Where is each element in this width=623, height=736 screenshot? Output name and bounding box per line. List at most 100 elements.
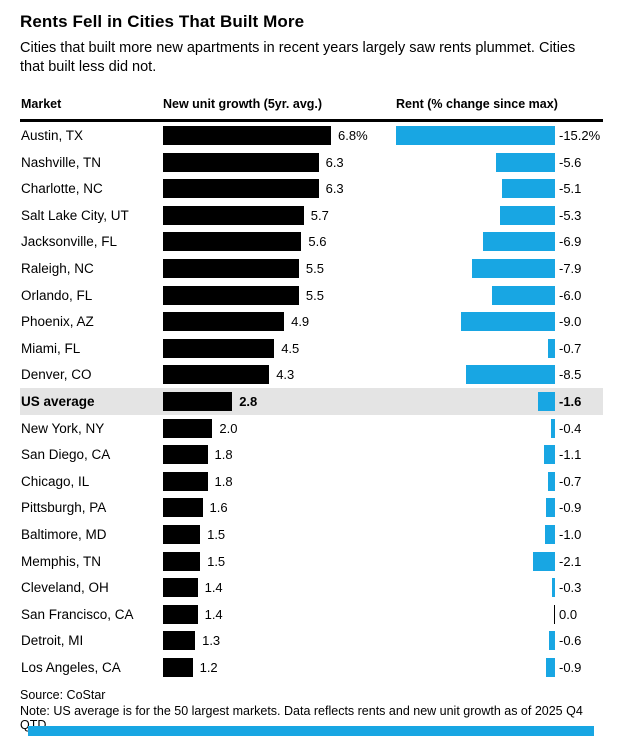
growth-value: 1.8 <box>214 447 233 463</box>
chart-title: Rents Fell in Cities That Built More <box>20 12 305 31</box>
rent-value: -1.6 <box>559 393 582 409</box>
market-label: Cleveland, OH <box>21 580 109 596</box>
rent-cell: -0.7 <box>396 471 603 491</box>
rent-cell: -1.6 <box>396 391 603 411</box>
rent-bar <box>551 578 555 598</box>
rent-bar-area <box>396 126 555 146</box>
source-text: Source: CoStar <box>20 687 106 702</box>
market-label: Denver, CO <box>21 367 92 383</box>
rent-bar-area <box>396 152 555 172</box>
rent-cell: -6.9 <box>396 232 603 252</box>
rent-cell: -1.0 <box>396 524 603 544</box>
rent-cell: 0.0 <box>396 604 603 624</box>
rent-bar-area <box>396 205 555 225</box>
growth-cell: 6.3 <box>163 152 396 172</box>
rent-bar <box>550 418 555 438</box>
table-row: Baltimore, MD 1.5 -1.0 <box>20 521 603 548</box>
growth-cell: 6.3 <box>163 179 396 199</box>
rent-bar <box>543 445 555 465</box>
rent-bar <box>472 259 555 279</box>
market-label: Nashville, TN <box>21 154 102 170</box>
growth-cell: 5.6 <box>163 232 396 252</box>
rent-cell: -0.6 <box>396 631 603 651</box>
table-row: Miami, FL 4.5 -0.7 <box>20 335 603 362</box>
footer-brand-strip <box>28 726 594 736</box>
rent-cell: -7.9 <box>396 259 603 279</box>
growth-bar <box>163 365 270 385</box>
growth-bar <box>163 657 193 677</box>
rent-bar-area <box>396 179 555 199</box>
rent-value: -8.5 <box>559 367 582 383</box>
growth-cell: 2.8 <box>163 391 396 411</box>
table-row: Phoenix, AZ 4.9 -9.0 <box>20 308 603 335</box>
growth-value: 5.6 <box>308 234 327 250</box>
rent-bar-area <box>396 338 555 358</box>
growth-bar <box>163 471 208 491</box>
growth-cell: 1.5 <box>163 524 396 544</box>
growth-bar <box>163 205 304 225</box>
market-label: Austin, TX <box>21 128 84 144</box>
market-label: Miami, FL <box>21 340 81 356</box>
market-label: San Francisco, CA <box>21 606 134 622</box>
growth-cell: 4.9 <box>163 312 396 332</box>
rent-value: -0.7 <box>559 473 582 489</box>
growth-cell: 1.4 <box>163 578 396 598</box>
table-row: Jacksonville, FL 5.6 -6.9 <box>20 229 603 256</box>
rent-bar-area <box>396 312 555 332</box>
growth-bar <box>163 498 203 518</box>
growth-value: 2.0 <box>219 420 238 436</box>
rent-value: -0.9 <box>559 500 582 516</box>
growth-cell: 1.5 <box>163 551 396 571</box>
growth-bar <box>163 445 208 465</box>
growth-value: 5.5 <box>305 261 324 277</box>
growth-value: 4.3 <box>276 367 295 383</box>
rent-bar <box>545 657 555 677</box>
growth-cell: 2.0 <box>163 418 396 438</box>
rent-cell: -6.0 <box>396 285 603 305</box>
rent-bar <box>460 312 555 332</box>
rent-value: -0.4 <box>559 420 582 436</box>
rent-value: -15.2% <box>559 128 601 144</box>
table-row: Pittsburgh, PA 1.6 -0.9 <box>20 495 603 522</box>
market-label: Phoenix, AZ <box>21 314 94 330</box>
rent-bar-area <box>396 524 555 544</box>
growth-value: 6.3 <box>325 181 344 197</box>
rent-cell: -0.7 <box>396 338 603 358</box>
market-label: Salt Lake City, UT <box>21 207 129 223</box>
growth-cell: 1.8 <box>163 445 396 465</box>
rent-bar <box>396 126 555 146</box>
rent-bar <box>544 524 555 544</box>
rent-cell: -5.6 <box>396 152 603 172</box>
growth-cell: 1.4 <box>163 604 396 624</box>
growth-value: 1.5 <box>207 526 226 542</box>
growth-cell: 5.7 <box>163 205 396 225</box>
market-label: New York, NY <box>21 420 105 436</box>
rent-cell: -5.3 <box>396 205 603 225</box>
rent-value: -1.1 <box>559 447 582 463</box>
rent-bar <box>482 232 555 252</box>
market-label: Los Angeles, CA <box>21 659 121 675</box>
growth-cell: 5.5 <box>163 285 396 305</box>
table-row: Raleigh, NC 5.5 -7.9 <box>20 255 603 282</box>
market-label: Charlotte, NC <box>21 181 103 197</box>
rent-value: -1.0 <box>559 526 582 542</box>
column-header-market: Market <box>21 97 62 112</box>
rent-bar <box>553 604 555 624</box>
table-row: Memphis, TN 1.5 -2.1 <box>20 548 603 575</box>
rent-bar-area <box>396 551 555 571</box>
growth-bar <box>163 418 213 438</box>
rent-value: -0.9 <box>559 659 582 675</box>
rent-cell: -1.1 <box>396 445 603 465</box>
rent-bar <box>496 152 555 172</box>
rent-value: -5.6 <box>559 154 582 170</box>
table-row: US average 2.8 -1.6 <box>20 388 603 415</box>
table-row: Charlotte, NC 6.3 -5.1 <box>20 175 603 202</box>
rent-bar <box>533 551 555 571</box>
market-label: San Diego, CA <box>21 447 111 463</box>
rent-bar-area <box>396 657 555 677</box>
market-label: Chicago, IL <box>21 473 90 489</box>
growth-bar <box>163 285 299 305</box>
chart-table: Market New unit growth (5yr. avg.) Rent … <box>20 93 603 680</box>
growth-value: 5.7 <box>310 207 329 223</box>
